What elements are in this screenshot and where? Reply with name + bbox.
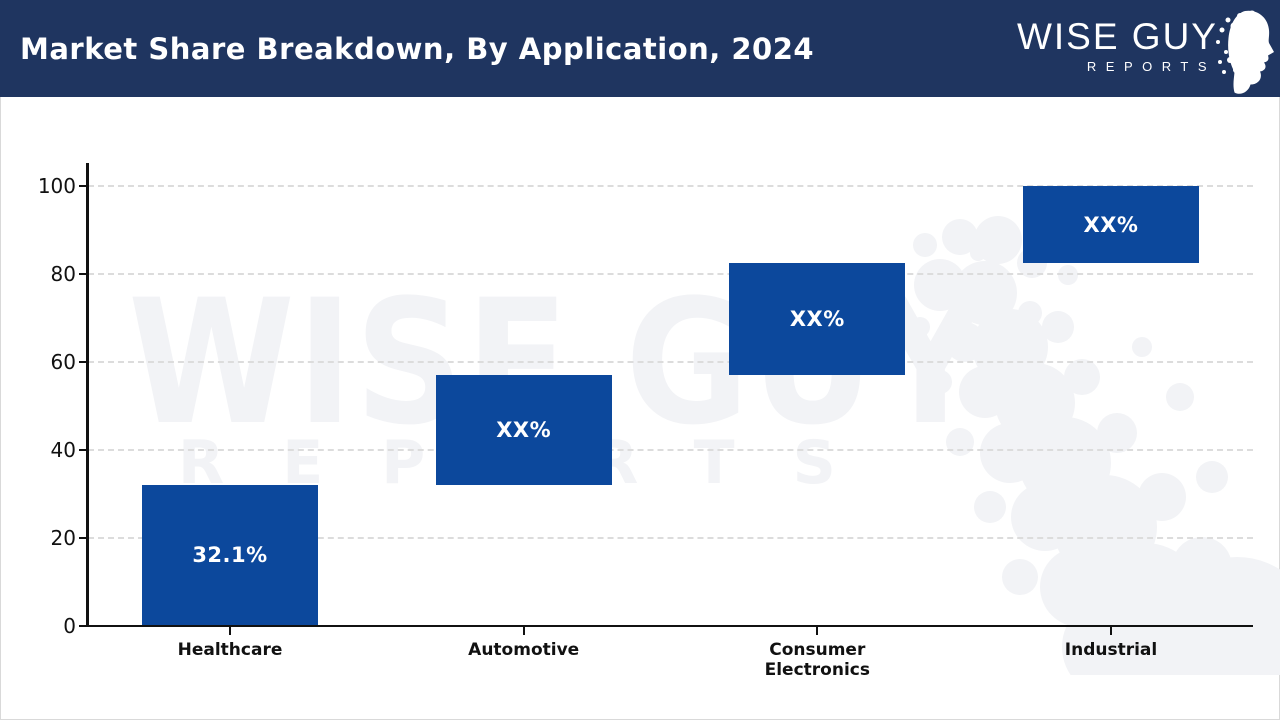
page-title: Market Share Breakdown, By Application, …	[20, 31, 815, 66]
watermark-dots-face	[910, 216, 1280, 675]
y-tick-mark-80	[79, 273, 87, 275]
y-tick-mark-20	[79, 537, 87, 539]
brand-logo-face-icon	[1216, 10, 1274, 94]
y-tick-mark-40	[79, 449, 87, 451]
gridline-60	[88, 361, 1253, 363]
brand-logo: WISE GUY REPORTS	[1016, 16, 1218, 75]
header: Market Share Breakdown, By Application, …	[0, 0, 1280, 97]
x-category-label-automotive: Automotive	[468, 640, 580, 660]
bar-value-label-industrial: XX%	[1083, 212, 1139, 237]
bar-consumer-electronics: XX%	[729, 263, 906, 375]
y-tick-mark-0	[79, 625, 87, 627]
gridline-20	[88, 537, 1253, 539]
y-tick-label-40: 40	[50, 438, 76, 462]
y-tick-label-0: 0	[63, 614, 76, 638]
y-tick-label-20: 20	[50, 526, 76, 550]
x-tick-mark-automotive	[522, 627, 525, 635]
x-axis-spine	[86, 624, 1253, 627]
brand-logo-name: WISE GUY	[1016, 16, 1218, 57]
x-category-label-healthcare: Healthcare	[177, 640, 283, 660]
gridline-40	[88, 449, 1253, 451]
y-tick-label-100: 100	[37, 174, 76, 198]
x-tick-mark-industrial	[1110, 627, 1112, 635]
bar-healthcare: 32.1%	[142, 484, 318, 626]
bar-industrial: XX%	[1023, 186, 1199, 264]
x-category-label-industrial: Industrial	[1064, 640, 1158, 660]
y-axis-spine	[86, 163, 89, 627]
bar-value-label-automotive: XX%	[496, 417, 552, 442]
bar-automotive: XX%	[435, 374, 612, 485]
brand-logo-subtitle: REPORTS	[1086, 59, 1216, 74]
y-tick-label-80: 80	[50, 262, 76, 286]
gridline-80	[88, 273, 1253, 275]
y-tick-label-60: 60	[50, 350, 76, 374]
bar-value-label-consumer-electronics: XX%	[789, 307, 845, 332]
x-tick-mark-healthcare	[229, 627, 231, 635]
bar-value-label-healthcare: 32.1%	[192, 543, 268, 568]
y-tick-mark-60	[79, 361, 87, 363]
x-category-label-consumer-electronics: Consumer Electronics	[764, 640, 870, 680]
x-tick-mark-consumer-electronics	[816, 627, 819, 635]
y-tick-mark-100	[79, 185, 87, 187]
gridline-100	[88, 185, 1253, 187]
